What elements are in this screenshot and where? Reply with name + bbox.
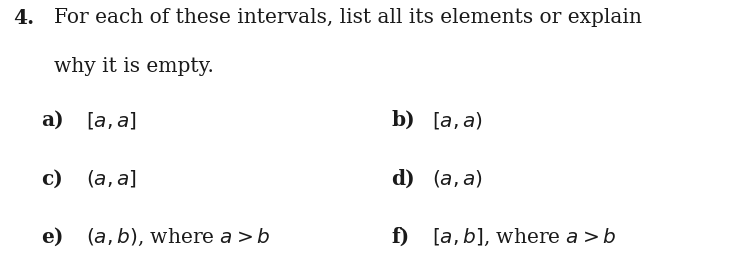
Text: $(a, a)$: $(a, a)$ <box>432 168 484 189</box>
Text: $(a, b)$, where $a > b$: $(a, b)$, where $a > b$ <box>86 227 271 248</box>
Text: For each of these intervals, list all its elements or explain: For each of these intervals, list all it… <box>54 8 642 27</box>
Text: c): c) <box>41 168 63 188</box>
Text: $(a, a]$: $(a, a]$ <box>86 168 138 189</box>
Text: f): f) <box>391 227 409 247</box>
Text: why it is empty.: why it is empty. <box>54 57 214 76</box>
Text: $[a, a]$: $[a, a]$ <box>86 110 138 131</box>
Text: $[a, a)$: $[a, a)$ <box>432 110 484 131</box>
Text: b): b) <box>391 110 414 130</box>
Text: $[a, b]$, where $a > b$: $[a, b]$, where $a > b$ <box>432 227 617 248</box>
Text: d): d) <box>391 168 414 188</box>
Text: 4.: 4. <box>14 8 35 28</box>
Text: a): a) <box>41 110 64 130</box>
Text: e): e) <box>41 227 64 247</box>
